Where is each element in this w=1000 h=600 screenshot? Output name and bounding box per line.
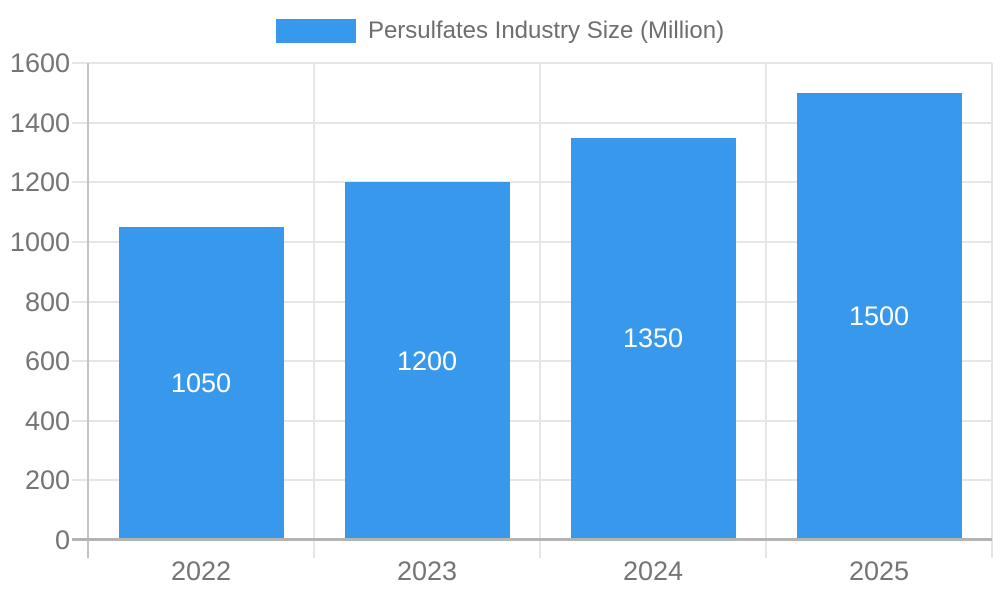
bar-value-label: 1500 [848,300,910,331]
y-axis-tick-label: 200 [24,465,70,496]
h-gridline [72,419,992,422]
h-gridline [72,62,992,64]
legend-title: Persulfates Industry Size (Million) [367,17,725,44]
y-axis-tick-label: 1000 [9,226,70,257]
y-axis-tick-label: 400 [24,405,70,436]
h-gridline [72,479,992,482]
bar[interactable]: 1350 [570,137,736,540]
h-gridline [72,300,992,303]
y-axis-tick-label: 800 [24,286,70,317]
x-axis-category-label: 2025 [848,556,910,586]
y-axis-tick-label: 1200 [9,167,70,198]
h-gridline [72,360,992,363]
y-axis-tick-label: 1600 [9,48,70,78]
bar[interactable]: 1200 [344,182,510,540]
v-gridline [765,63,767,558]
x-axis-category-label: 2024 [622,556,684,586]
bar[interactable]: 1050 [118,226,284,540]
x-axis-baseline [72,538,992,541]
v-gridline [539,63,541,558]
bar[interactable]: 1500 [796,92,962,540]
bar-value-label: 1200 [396,345,458,376]
h-gridline [72,121,992,124]
y-axis-tick-label: 600 [24,346,70,377]
v-gridline [313,63,315,558]
plot-area: 1050 1200 1350 1500 [72,62,993,558]
y-axis-tick-label: 0 [54,525,70,555]
h-gridline [72,240,992,243]
chart-legend: Persulfates Industry Size (Million) [0,19,1000,43]
v-gridline [991,63,993,558]
bar-value-label: 1050 [170,367,232,398]
y-axis-line [87,63,89,558]
y-axis-tick-label: 1400 [9,107,70,138]
h-gridline [72,181,992,184]
legend-swatch [275,19,356,43]
x-axis-category-label: 2022 [170,556,232,586]
x-axis-category-label: 2023 [396,556,458,586]
bar-value-label: 1350 [622,323,684,354]
